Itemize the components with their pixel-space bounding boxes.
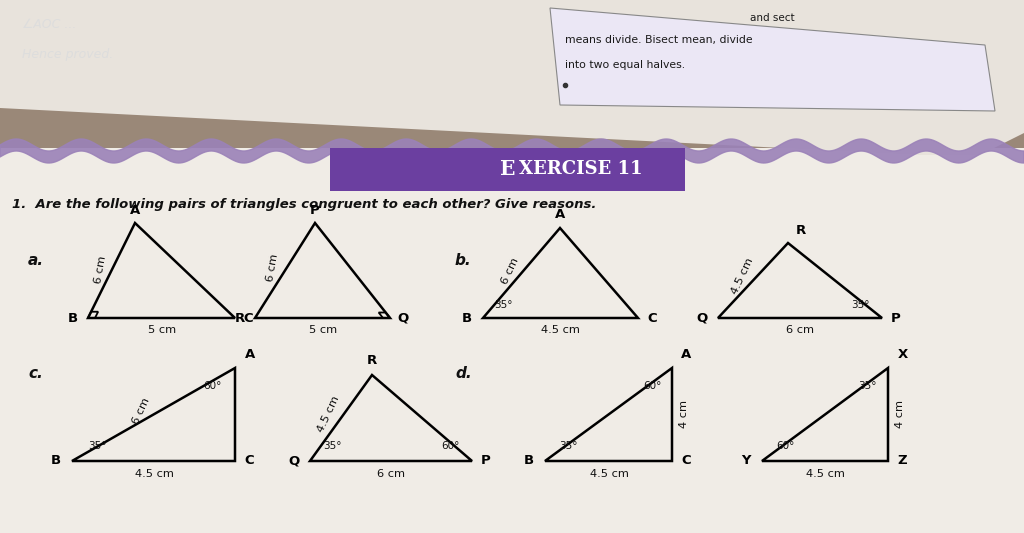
Polygon shape	[0, 0, 1024, 155]
Text: R: R	[234, 311, 245, 325]
Text: A: A	[681, 349, 691, 361]
Text: 60°: 60°	[776, 441, 795, 451]
Text: means divide. Bisect mean, divide: means divide. Bisect mean, divide	[565, 35, 753, 45]
Text: b.: b.	[455, 253, 472, 268]
Text: Q: Q	[696, 311, 708, 325]
Text: 4.5 cm: 4.5 cm	[134, 469, 173, 479]
Text: 60°: 60°	[440, 441, 459, 451]
Text: C: C	[681, 455, 691, 467]
Text: 4.5 cm: 4.5 cm	[315, 394, 341, 434]
Text: 4 cm: 4 cm	[895, 400, 905, 428]
Text: 5 cm: 5 cm	[147, 325, 176, 335]
Text: 6 cm: 6 cm	[377, 469, 406, 479]
Text: 4.5 cm: 4.5 cm	[590, 469, 629, 479]
Text: 6 cm: 6 cm	[264, 253, 280, 282]
Text: 35°: 35°	[494, 300, 512, 310]
Text: and sect: and sect	[750, 13, 795, 23]
Text: 5 cm: 5 cm	[309, 325, 337, 335]
Text: 35°: 35°	[559, 441, 578, 451]
Text: ∠AOC ...: ∠AOC ...	[22, 18, 77, 31]
Text: C: C	[647, 311, 656, 325]
Text: 6 cm: 6 cm	[92, 255, 108, 285]
Text: 35°: 35°	[858, 381, 877, 391]
Text: A: A	[130, 204, 140, 216]
Text: B: B	[51, 455, 61, 467]
Text: E: E	[500, 158, 515, 179]
Text: Z: Z	[897, 455, 907, 467]
Text: 35°: 35°	[323, 441, 341, 451]
Text: P: P	[310, 204, 319, 216]
Text: 35°: 35°	[851, 300, 869, 310]
Text: 1.  Are the following pairs of triangles congruent to each other? Give reasons.: 1. Are the following pairs of triangles …	[12, 198, 596, 211]
Text: B: B	[68, 311, 78, 325]
Text: 60°: 60°	[203, 381, 221, 391]
Text: B: B	[462, 311, 472, 325]
Text: 4.5 cm: 4.5 cm	[541, 325, 580, 335]
Text: P: P	[891, 311, 901, 325]
Text: 4 cm: 4 cm	[679, 400, 689, 428]
Text: Hence proved.: Hence proved.	[22, 48, 114, 61]
Text: 60°: 60°	[643, 381, 662, 391]
Text: 6 cm: 6 cm	[130, 396, 152, 426]
FancyBboxPatch shape	[0, 148, 1024, 533]
FancyBboxPatch shape	[330, 148, 685, 191]
Text: B: B	[524, 455, 535, 467]
Text: Y: Y	[741, 455, 751, 467]
Text: Q: Q	[289, 455, 300, 467]
Text: C: C	[244, 455, 254, 467]
Text: 6 cm: 6 cm	[786, 325, 814, 335]
Text: d.: d.	[455, 366, 472, 381]
Text: Q: Q	[397, 311, 409, 325]
Text: C: C	[243, 311, 253, 325]
Text: 35°: 35°	[88, 441, 106, 451]
Text: R: R	[796, 223, 806, 237]
Polygon shape	[550, 8, 995, 111]
Text: into two equal halves.: into two equal halves.	[565, 60, 685, 70]
Text: XERCISE 11: XERCISE 11	[519, 160, 643, 179]
Text: a.: a.	[28, 253, 44, 268]
Text: R: R	[367, 354, 377, 367]
FancyBboxPatch shape	[0, 0, 1024, 158]
Text: X: X	[898, 349, 908, 361]
Text: 4.5 cm: 4.5 cm	[729, 256, 755, 296]
Text: P: P	[481, 455, 490, 467]
Text: A: A	[245, 349, 255, 361]
Text: 4.5 cm: 4.5 cm	[806, 469, 845, 479]
Text: 6 cm: 6 cm	[500, 256, 520, 286]
Text: A: A	[555, 208, 565, 222]
Text: c.: c.	[28, 366, 43, 381]
